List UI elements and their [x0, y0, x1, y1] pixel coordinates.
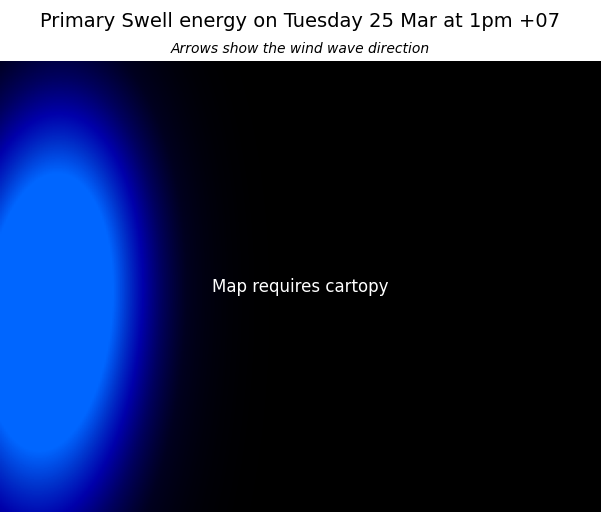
Text: Primary Swell energy on Tuesday 25 Mar at 1pm +07: Primary Swell energy on Tuesday 25 Mar a…	[40, 12, 561, 31]
Text: Arrows show the wind wave direction: Arrows show the wind wave direction	[171, 42, 430, 56]
Text: Map requires cartopy: Map requires cartopy	[212, 278, 389, 296]
